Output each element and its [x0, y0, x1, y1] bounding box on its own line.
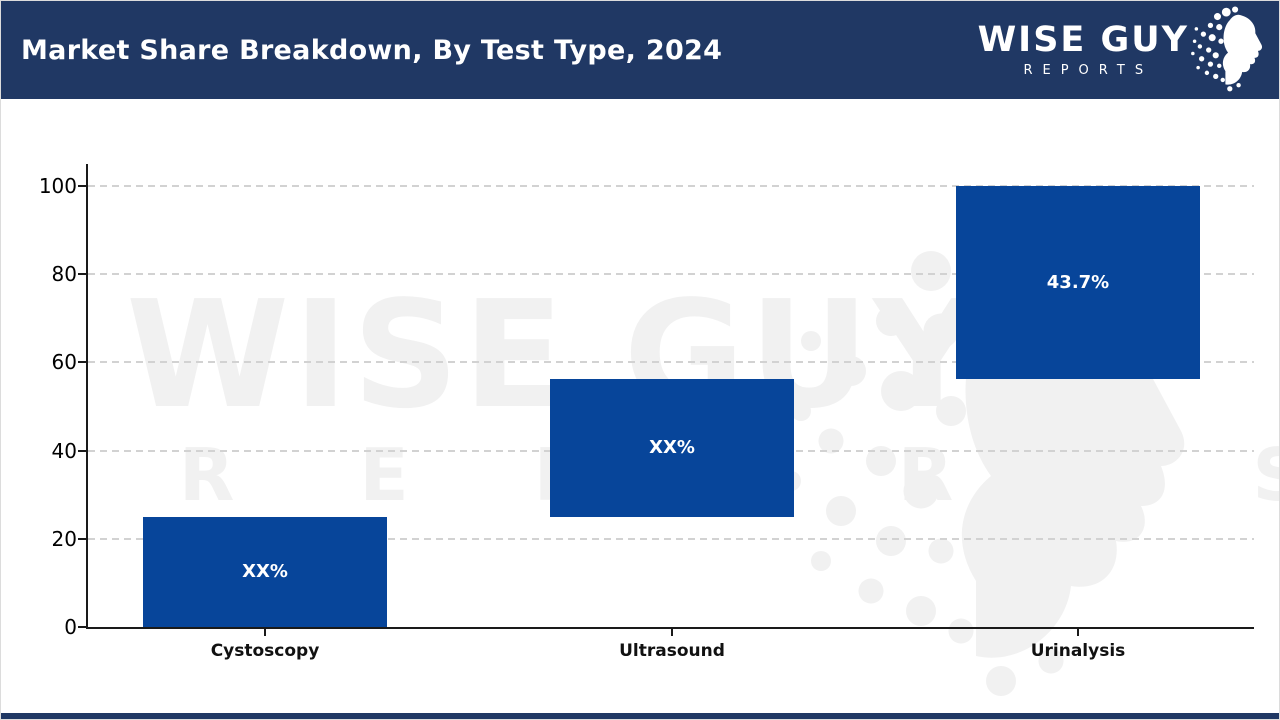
y-axis-tick-label: 60 — [51, 350, 77, 375]
gridline — [88, 361, 1254, 364]
chart-title: Market Share Breakdown, By Test Type, 20… — [21, 34, 723, 66]
y-axis-tick-label: 40 — [51, 438, 77, 463]
x-axis-category-label: Cystoscopy — [210, 641, 320, 661]
gridline — [88, 273, 1254, 276]
logo-wordmark: WISE GUY — [977, 20, 1189, 60]
x-axis-category-label: Ultrasound — [619, 641, 725, 661]
x-axis-tick-mark — [264, 629, 266, 636]
bar-cystoscopy: XX% — [143, 516, 387, 627]
y-axis-tick-mark — [78, 449, 86, 452]
bar-ultrasound: XX% — [550, 378, 794, 517]
y-axis-tick-mark — [78, 185, 86, 187]
y-axis-tick-mark — [78, 626, 86, 628]
y-axis-line — [86, 164, 88, 629]
y-axis-tick-mark — [78, 273, 86, 276]
y-axis-tick-mark — [78, 537, 86, 540]
dotted-head-icon — [1191, 6, 1263, 92]
logo-subtext: REPORTS — [1023, 63, 1154, 78]
gridline — [88, 185, 1254, 187]
y-axis-tick-label: 80 — [51, 262, 77, 287]
bar-value-label: XX% — [649, 437, 695, 459]
gridline — [88, 537, 1254, 540]
x-axis-tick-mark — [1077, 629, 1079, 636]
wise-guy-reports-logo: WISE GUY REPORTS — [978, 6, 1267, 94]
header: Market Share Breakdown, By Test Type, 20… — [1, 1, 1279, 99]
x-axis-tick-mark — [671, 629, 673, 636]
y-axis-tick-label: 100 — [38, 174, 77, 198]
bar-value-label: 43.7% — [1046, 271, 1110, 293]
x-axis-category-label: Urinalysis — [1030, 641, 1126, 661]
x-axis-line — [86, 627, 1254, 629]
y-axis-tick-mark — [78, 361, 86, 364]
footer-accent-bar — [1, 713, 1279, 719]
bar-urinalysis: 43.7% — [956, 186, 1200, 379]
y-axis-tick-label: 20 — [51, 526, 77, 551]
bar-value-label: XX% — [242, 561, 288, 583]
y-axis-tick-label: 0 — [64, 615, 77, 639]
logo-text: WISE GUY REPORTS — [977, 20, 1189, 78]
